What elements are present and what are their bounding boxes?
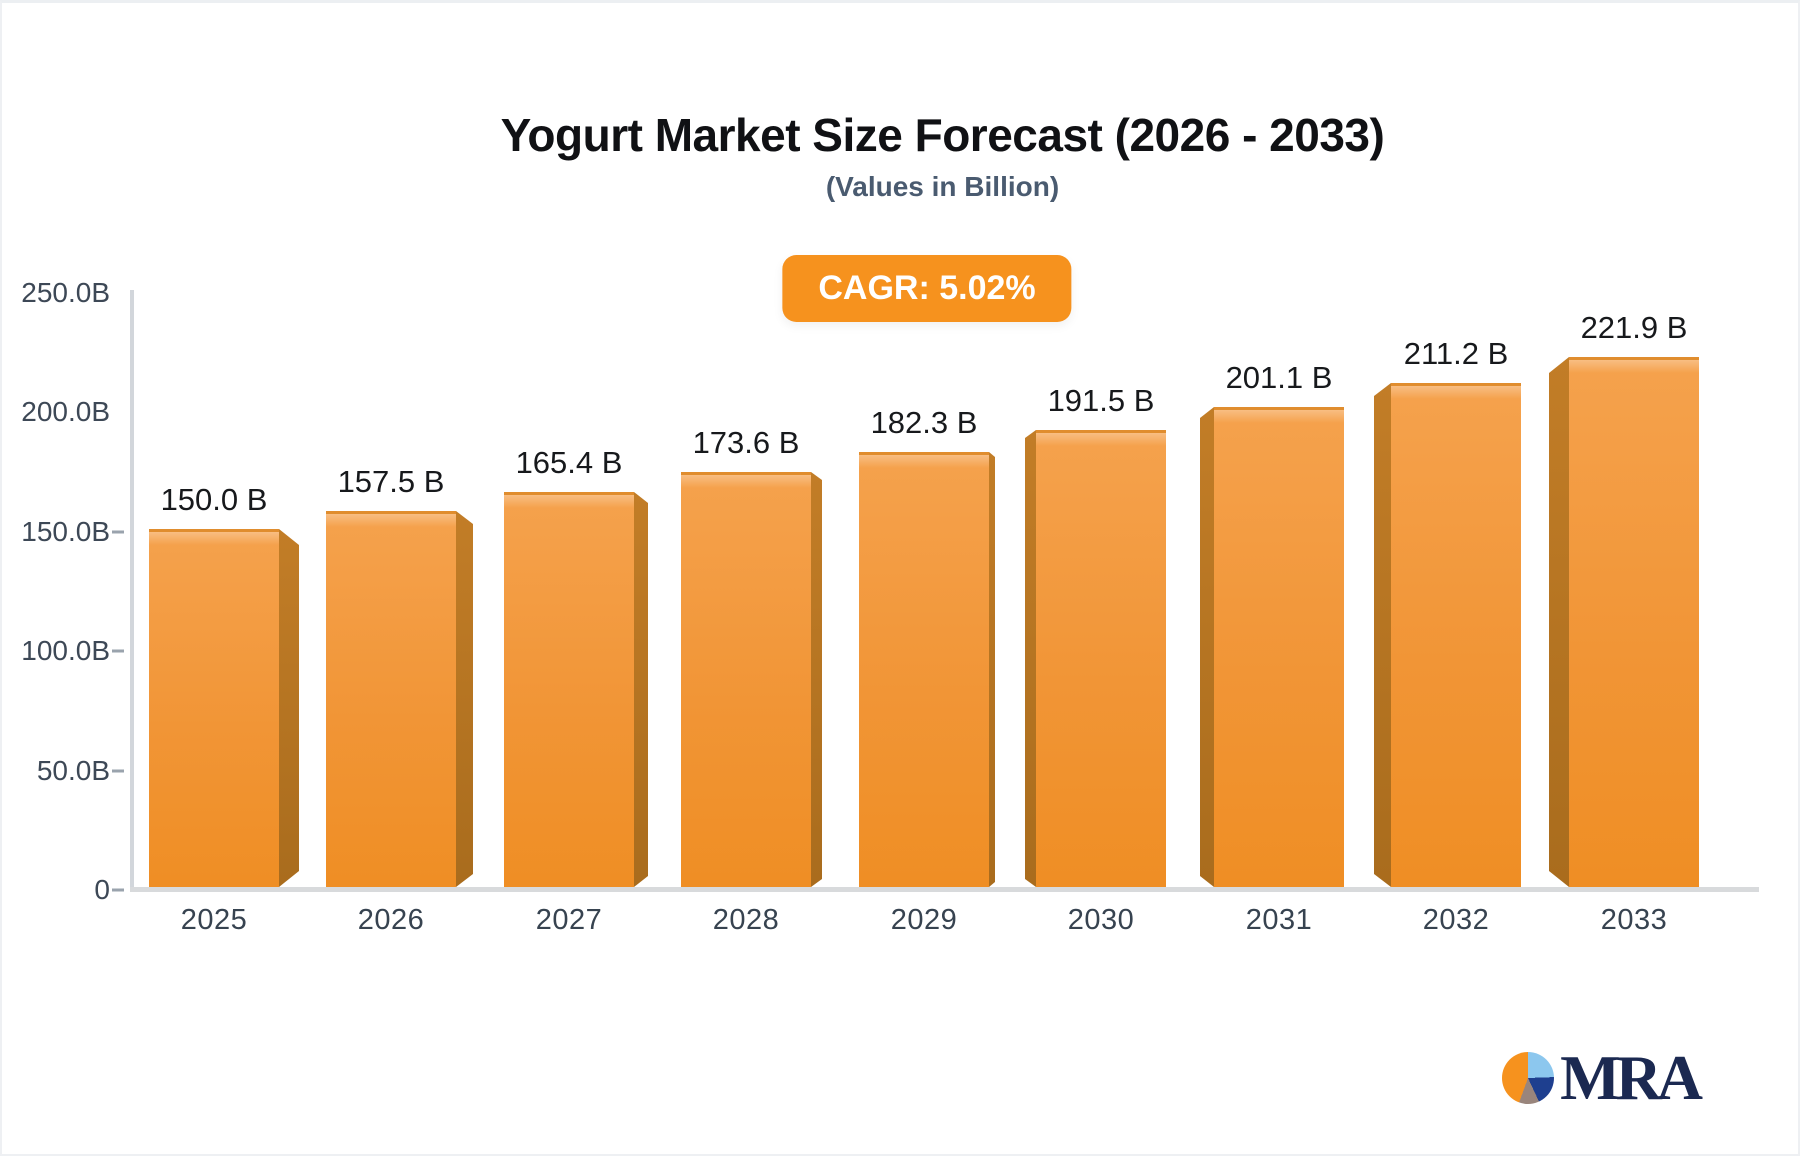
pie-chart-logo-icon: [1502, 1052, 1555, 1104]
y-tick-label: 150.0B: [21, 516, 110, 547]
bar-column: [1036, 430, 1166, 887]
x-tick-label: 2033: [1600, 904, 1668, 936]
y-tick-mark: [112, 530, 124, 534]
y-tick-label: 100.0B: [21, 635, 110, 666]
y-axis-line: [130, 290, 134, 892]
bar-value-label: 191.5 B: [1047, 383, 1155, 418]
bar-value-label: 157.5 B: [337, 464, 445, 499]
bar-value-label: 211.2 B: [1403, 336, 1509, 371]
bar-value-label: 150.0 B: [160, 482, 268, 517]
bar-value-label: 201.1 B: [1225, 360, 1333, 395]
bar-2027: 165.4 B: [504, 445, 634, 887]
bar-2033: 221.9 B: [1569, 310, 1699, 887]
cagr-badge: CAGR: 5.02%: [782, 255, 1072, 322]
brand-logo: MRA: [1502, 1042, 1703, 1113]
bar-column: [1214, 407, 1344, 887]
bar-2029: 182.3 B: [859, 405, 989, 887]
x-tick-label: 2026: [357, 904, 425, 936]
y-tick-label: 250.0B: [21, 277, 110, 308]
bar-value-label: 173.6 B: [692, 425, 800, 460]
x-tick-label: 2025: [180, 904, 248, 936]
brand-logo-text: MRA: [1560, 1042, 1703, 1113]
bar-column: [326, 511, 456, 887]
bar-column: [1569, 357, 1699, 887]
bar-value-label: 182.3 B: [870, 405, 978, 440]
chart-subtitle: (Values in Billion): [825, 171, 1060, 202]
bar-column: [1391, 383, 1521, 887]
bar-value-label: 221.9 B: [1580, 310, 1688, 345]
bar-column: [859, 452, 989, 887]
y-tick-mark: [112, 769, 124, 773]
y-tick-mark: [112, 649, 124, 653]
bar-column: [504, 492, 634, 887]
bar-column: [681, 472, 811, 887]
bar-2025: 150.0 B: [149, 482, 279, 887]
bar-2032: 211.2 B: [1391, 336, 1521, 887]
x-tick-label: 2028: [712, 904, 780, 936]
x-tick-label: 2027: [535, 904, 603, 936]
x-tick-label: 2030: [1067, 904, 1135, 936]
bar-2031: 201.1 B: [1214, 360, 1344, 887]
x-tick-label: 2031: [1245, 904, 1313, 936]
bar-2030: 191.5 B: [1036, 383, 1166, 887]
bar-2028: 173.6 B: [681, 425, 811, 887]
y-tick-label: 0: [94, 874, 110, 905]
y-tick-label: 200.0B: [21, 396, 110, 427]
bar-2026: 157.5 B: [326, 464, 456, 887]
y-tick-label: 50.0B: [36, 755, 110, 786]
bar-value-label: 165.4 B: [515, 445, 623, 480]
x-axis-line: [130, 887, 1759, 892]
x-tick-label: 2032: [1422, 904, 1490, 936]
chart-title: Yogurt Market Size Forecast (2026 - 2033…: [500, 109, 1385, 161]
bar-column: [149, 529, 279, 887]
y-tick-mark: [112, 888, 124, 892]
x-tick-label: 2029: [890, 904, 958, 936]
